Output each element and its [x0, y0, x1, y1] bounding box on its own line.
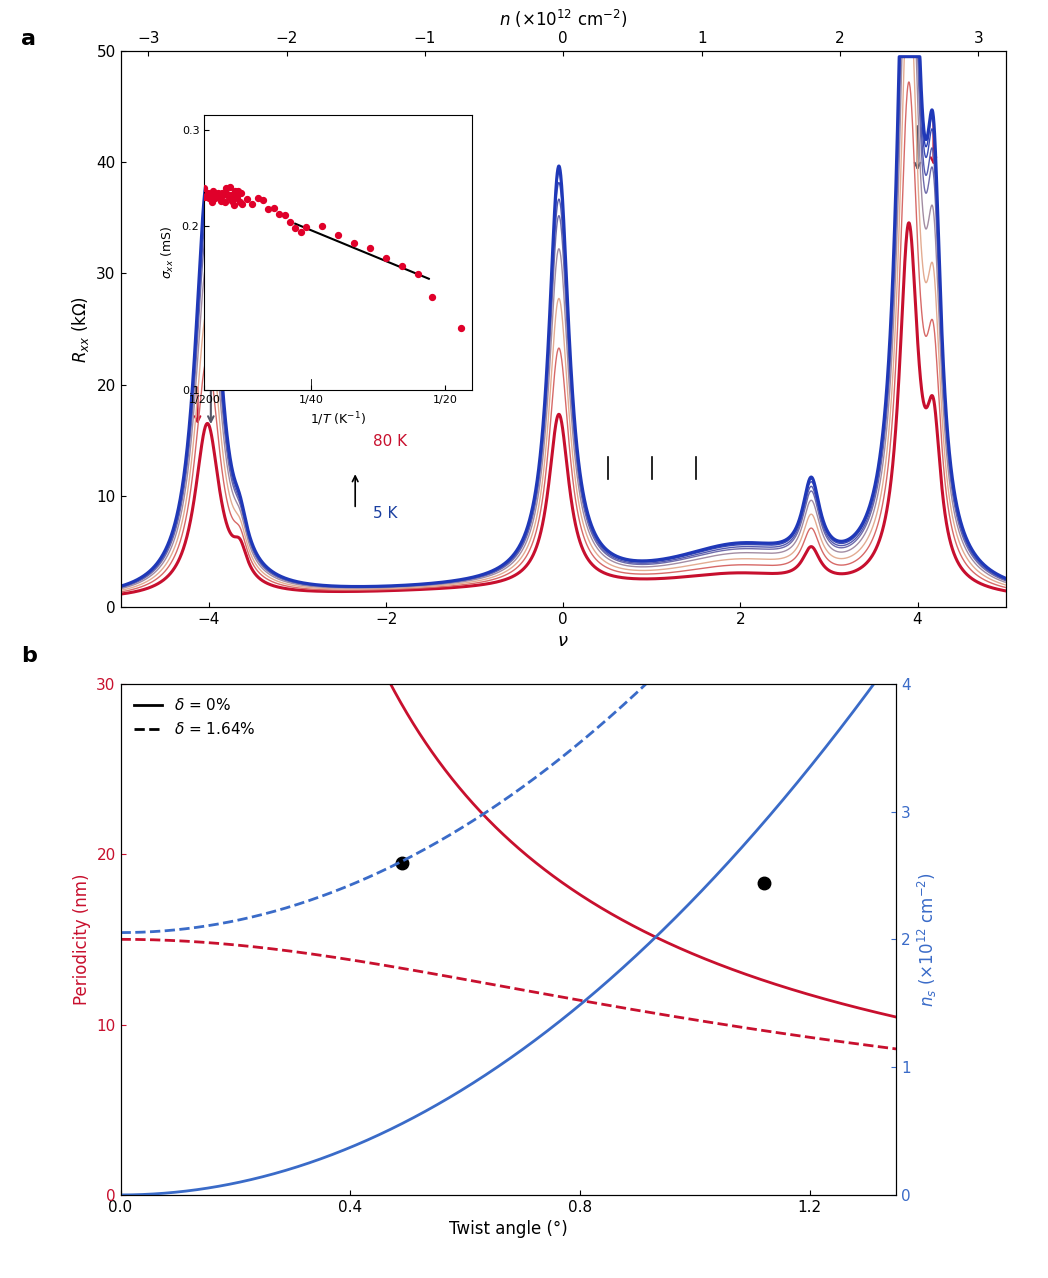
- Point: [225, 194, 242, 215]
- Point: [201, 185, 218, 206]
- Point: [214, 183, 231, 203]
- X-axis label: $n$ ($\times10^{12}$ cm$^{-2}$): $n$ ($\times10^{12}$ cm$^{-2}$): [499, 8, 628, 29]
- X-axis label: $\nu$: $\nu$: [558, 633, 569, 651]
- Point: [205, 183, 222, 203]
- Point: [270, 204, 287, 225]
- Point: [255, 189, 271, 210]
- Point: [234, 193, 250, 213]
- Point: [224, 187, 241, 207]
- Point: [249, 188, 266, 208]
- Point: [394, 256, 411, 276]
- Point: [362, 238, 378, 258]
- Point: [298, 217, 314, 238]
- Point: [202, 185, 219, 206]
- Point: [208, 188, 224, 208]
- Point: [453, 318, 470, 339]
- Point: [423, 288, 440, 308]
- Y-axis label: Periodicity (nm): Periodicity (nm): [72, 874, 91, 1005]
- Y-axis label: $\sigma_{xx}$ (mS): $\sigma_{xx}$ (mS): [160, 226, 176, 279]
- Point: [204, 180, 221, 201]
- Point: [212, 185, 228, 206]
- Point: [226, 180, 243, 201]
- Point: [313, 216, 330, 236]
- Y-axis label: $n_s$ ($\times10^{12}$ cm$^{-2}$): $n_s$ ($\times10^{12}$ cm$^{-2}$): [916, 872, 939, 1007]
- Point: [222, 185, 239, 206]
- Point: [231, 180, 247, 201]
- Point: [218, 178, 235, 198]
- Point: [223, 190, 240, 211]
- Point: [220, 187, 237, 207]
- Point: [209, 185, 225, 206]
- Text: 80 K: 80 K: [373, 433, 407, 449]
- Point: [377, 248, 394, 268]
- Point: [200, 188, 217, 208]
- Point: [221, 176, 238, 197]
- X-axis label: Twist angle (°): Twist angle (°): [449, 1220, 568, 1238]
- Point: [213, 190, 230, 211]
- Point: [244, 193, 261, 213]
- Point: [216, 184, 233, 204]
- Point: [410, 263, 427, 284]
- Point: [211, 187, 227, 207]
- Point: [227, 187, 244, 207]
- Point: [239, 189, 256, 210]
- Text: a: a: [21, 28, 36, 49]
- Point: [196, 178, 213, 198]
- Point: [265, 198, 282, 219]
- Point: [346, 233, 363, 253]
- Point: [282, 212, 299, 233]
- Point: [277, 204, 293, 225]
- Point: [287, 219, 304, 239]
- Point: [292, 221, 309, 242]
- X-axis label: $1/T$ (K$^{-1}$): $1/T$ (K$^{-1}$): [310, 410, 366, 428]
- Point: [260, 199, 277, 220]
- Text: 5 K: 5 K: [373, 506, 397, 521]
- Point: [215, 184, 232, 204]
- Y-axis label: $R_{xx}$ (k$\Omega$): $R_{xx}$ (k$\Omega$): [70, 295, 91, 363]
- Point: [197, 187, 214, 207]
- Point: [233, 183, 249, 203]
- Text: b: b: [21, 645, 37, 666]
- Point: [219, 184, 236, 204]
- Legend: $\delta$ = 0%, $\delta$ = 1.64%: $\delta$ = 0%, $\delta$ = 1.64%: [128, 691, 262, 744]
- Point: [210, 183, 226, 203]
- Point: [217, 192, 234, 212]
- Point: [232, 192, 248, 212]
- Point: [198, 185, 215, 206]
- Point: [203, 192, 220, 212]
- Point: [199, 183, 216, 203]
- Point: [329, 225, 346, 245]
- Point: [228, 188, 245, 208]
